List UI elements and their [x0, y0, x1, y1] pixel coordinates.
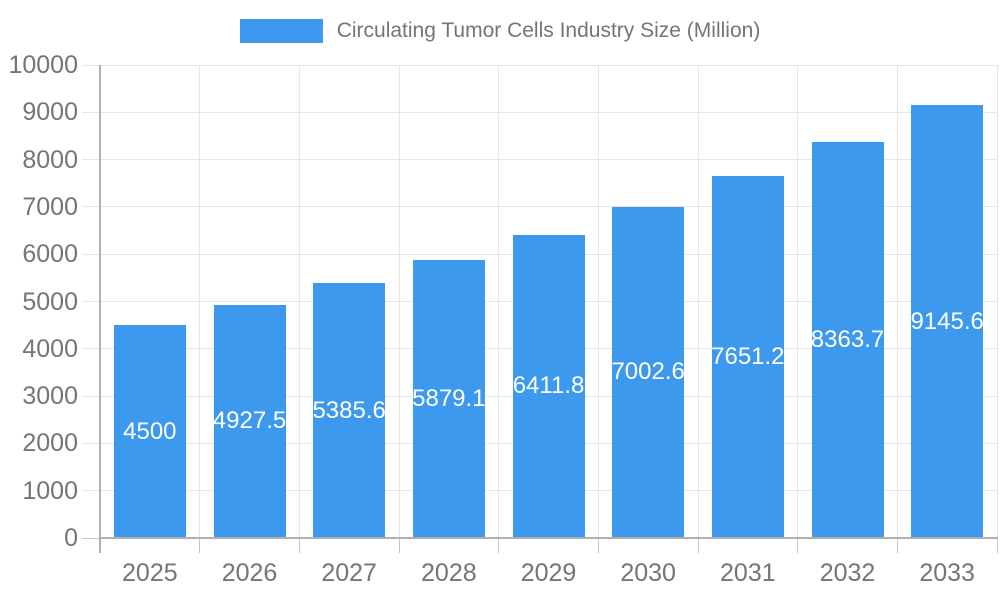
y-axis-line — [99, 65, 101, 553]
bar-value-label: 9145.6 — [910, 307, 984, 335]
x-tick — [697, 538, 699, 553]
bar[interactable] — [911, 105, 984, 538]
legend-swatch-icon — [239, 19, 323, 43]
x-tick — [199, 538, 201, 553]
x-axis-label: 2030 — [620, 559, 676, 587]
bar-value-label: 7651.2 — [711, 343, 785, 371]
bar[interactable] — [711, 176, 784, 538]
bar[interactable] — [113, 325, 186, 538]
y-axis-label: 9000 — [22, 98, 78, 127]
x-gridline — [199, 65, 201, 538]
bar[interactable] — [512, 234, 585, 538]
bar[interactable] — [412, 259, 485, 538]
x-gridline — [298, 65, 300, 538]
legend-item[interactable]: Circulating Tumor Cells Industry Size (M… — [239, 19, 761, 43]
x-tick — [298, 538, 300, 553]
x-gridline — [996, 65, 998, 538]
bar-value-label: 8363.7 — [810, 326, 885, 354]
bar-value-label: 5385.6 — [312, 396, 386, 424]
legend-label: Circulating Tumor Cells Industry Size (M… — [336, 19, 761, 42]
x-gridline — [498, 65, 500, 538]
y-axis-label: 0 — [64, 524, 78, 552]
legend: Circulating Tumor Cells Industry Size (M… — [0, 19, 1000, 43]
x-gridline — [597, 65, 599, 538]
x-tick — [896, 538, 898, 553]
x-axis-label: 2028 — [421, 559, 477, 587]
x-tick — [398, 538, 400, 553]
x-axis-label: 2033 — [919, 559, 975, 587]
y-axis-label: 3000 — [22, 382, 78, 411]
x-axis-label: 2025 — [122, 559, 178, 587]
x-axis-label: 2031 — [720, 559, 776, 587]
x-axis-label: 2026 — [221, 559, 278, 587]
y-axis-label: 2000 — [22, 429, 78, 458]
y-axis-label: 4000 — [22, 334, 78, 363]
y-gridline — [82, 206, 997, 208]
bar[interactable] — [811, 142, 884, 538]
y-axis-label: 7000 — [22, 192, 78, 221]
y-axis-label: 5000 — [22, 287, 78, 316]
x-tick — [498, 538, 500, 553]
y-tick — [82, 537, 100, 539]
x-gridline — [896, 65, 898, 538]
x-axis-label: 2029 — [520, 559, 577, 587]
bar-value-label: 5879.1 — [412, 384, 486, 412]
bar-value-label: 7002.6 — [611, 358, 685, 386]
x-axis-label: 2027 — [321, 559, 377, 587]
bar-value-label: 4500 — [123, 417, 177, 445]
x-tick — [797, 538, 799, 553]
y-gridline — [82, 64, 997, 66]
x-axis-label: 2032 — [819, 559, 876, 587]
x-tick — [597, 538, 599, 553]
y-axis-label: 1000 — [22, 476, 78, 505]
x-gridline — [398, 65, 400, 538]
bar[interactable] — [313, 283, 386, 538]
bar[interactable] — [612, 206, 685, 538]
bar[interactable] — [213, 304, 286, 538]
x-gridline — [797, 65, 799, 538]
y-axis-label: 6000 — [22, 240, 78, 269]
x-axis-line — [99, 537, 998, 539]
y-gridline — [82, 111, 997, 113]
y-axis-label: 8000 — [22, 145, 78, 174]
bar-value-label: 6411.8 — [512, 372, 585, 400]
y-axis-label: 10000 — [8, 51, 78, 79]
x-gridline — [697, 65, 699, 538]
x-tick — [996, 538, 998, 553]
y-gridline — [82, 159, 997, 161]
bar-value-label: 4927.5 — [212, 407, 287, 435]
